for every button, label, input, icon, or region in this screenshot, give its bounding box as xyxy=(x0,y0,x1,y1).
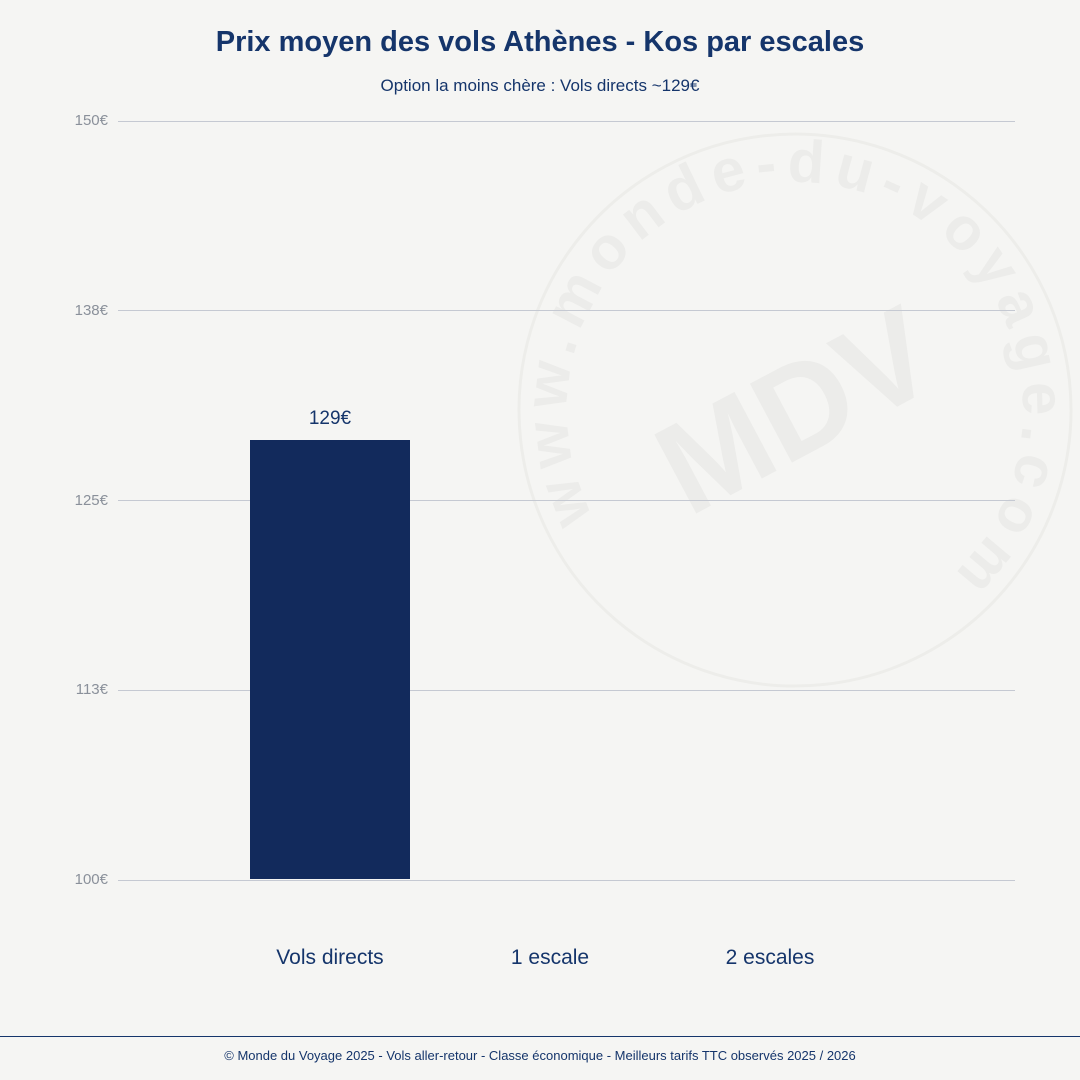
x-category-label-1-escale: 1 escale xyxy=(510,946,590,969)
chart-title: Prix moyen des vols Athènes - Kos par es… xyxy=(215,26,865,58)
gridline xyxy=(118,310,1015,312)
y-tick-label: 150€ xyxy=(74,112,108,129)
gridline xyxy=(118,120,1015,122)
x-category-label-vols-directs: Vols directs xyxy=(276,946,384,969)
footer-divider xyxy=(0,1036,1080,1037)
watermark-ring-text: www.monde-du-voyage.com xyxy=(480,95,1080,725)
gridline xyxy=(118,879,1015,881)
y-tick-label: 125€ xyxy=(74,491,108,509)
y-tick-label: 100€ xyxy=(74,871,108,888)
y-tick-label: 113€ xyxy=(75,681,108,699)
bar-value-label: 129€ xyxy=(308,407,352,429)
site-watermark: www.monde-du-voyage.com MDV xyxy=(480,95,1080,725)
gridline xyxy=(118,689,1015,691)
watermark-center-text: MDV xyxy=(633,278,957,543)
y-tick-label: 138€ xyxy=(74,301,108,319)
watermark-ring-icon xyxy=(517,132,1073,688)
gridline xyxy=(118,500,1015,501)
footer-text: © Monde du Voyage 2025 - Vols aller-reto… xyxy=(224,1048,856,1063)
chart-subtitle: Option la moins chère : Vols directs ~12… xyxy=(380,76,700,95)
bar-vols-directs xyxy=(250,439,410,879)
x-category-label-2-escales: 2 escales xyxy=(725,946,815,969)
